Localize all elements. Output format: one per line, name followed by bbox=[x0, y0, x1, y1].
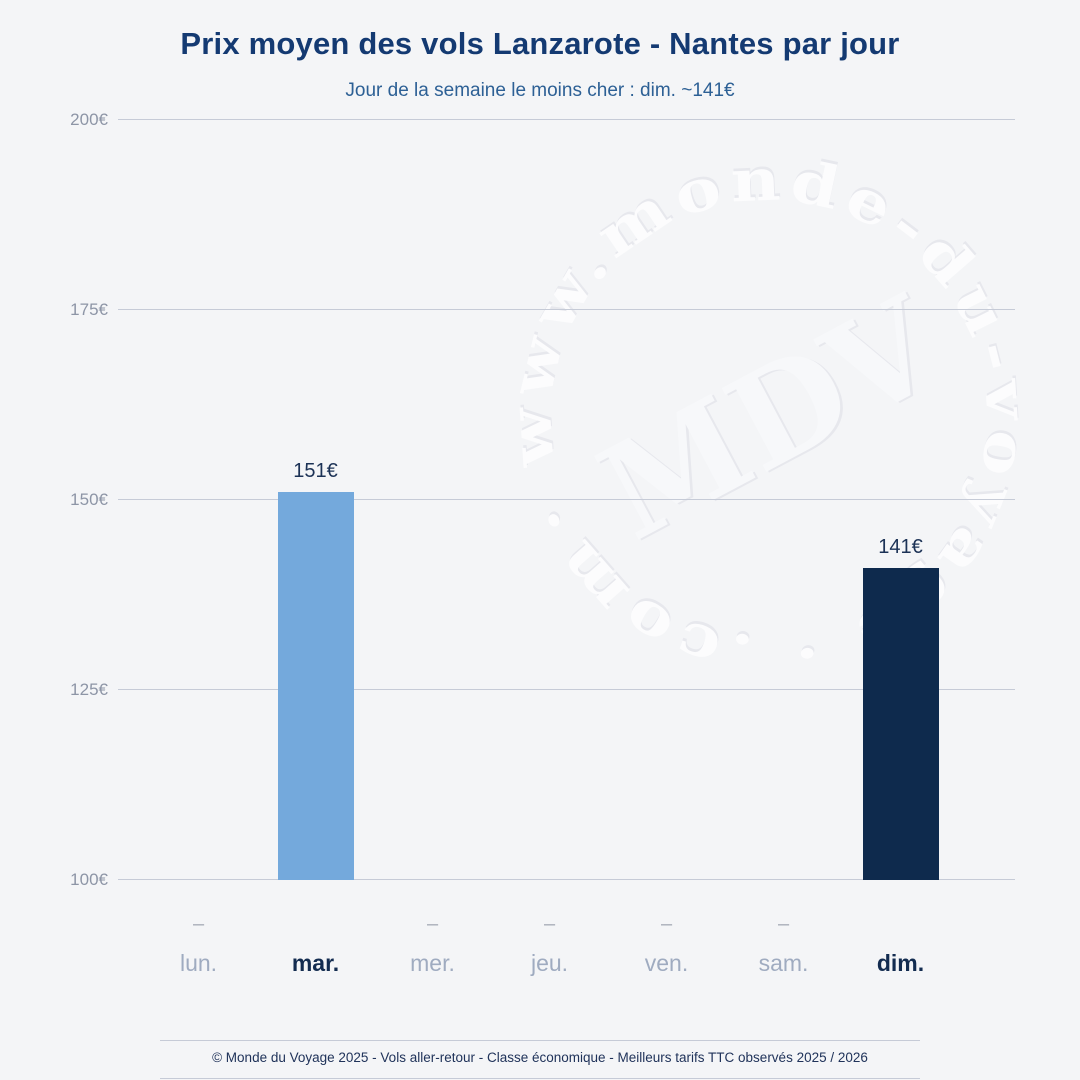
bar-column-ven bbox=[608, 120, 725, 880]
empty-marker: – bbox=[426, 913, 439, 935]
y-tick-label: 200€ bbox=[70, 110, 108, 129]
bar-column-jeu bbox=[491, 120, 608, 880]
chart-subtitle: Jour de la semaine le moins cher : dim. … bbox=[345, 80, 735, 101]
bar-column-sam bbox=[725, 120, 842, 880]
bar-column-mer bbox=[374, 120, 491, 880]
bar-mar bbox=[277, 492, 354, 880]
footer-divider-bottom bbox=[160, 1078, 920, 1079]
empty-marker: – bbox=[777, 913, 790, 935]
value-label-mar: 151€ bbox=[293, 460, 338, 483]
gridline bbox=[118, 499, 1015, 500]
empty-marker bbox=[257, 900, 374, 948]
footer-divider-top bbox=[160, 1040, 920, 1041]
footer-text: © Monde du Voyage 2025 - Vols aller-reto… bbox=[212, 1050, 868, 1065]
footer: © Monde du Voyage 2025 - Vols aller-reto… bbox=[0, 1040, 1080, 1080]
empty-marker: – bbox=[660, 913, 673, 935]
bar-column-mar: 151€ bbox=[257, 120, 374, 880]
x-tick-label-jeu: jeu. bbox=[530, 950, 569, 976]
plot-area: 100€ 125€ 150€ 175€ 200€ bbox=[70, 110, 1015, 889]
empty-marker: – bbox=[543, 913, 556, 935]
y-tick-label: 175€ bbox=[70, 300, 108, 319]
gridline bbox=[118, 119, 1015, 120]
x-slot-mar: mar. bbox=[257, 900, 374, 978]
x-tick-label-mer: mer. bbox=[410, 950, 455, 976]
bar-dim bbox=[862, 568, 939, 880]
y-tick-label: 125€ bbox=[70, 680, 108, 699]
x-slot-sam: – sam. bbox=[725, 900, 842, 978]
x-slot-dim: dim. bbox=[842, 900, 959, 978]
gridline bbox=[118, 879, 1015, 880]
gridline bbox=[118, 309, 1015, 310]
x-tick-label-sam: sam. bbox=[758, 950, 809, 976]
chart-title: Prix moyen des vols Lanzarote - Nantes p… bbox=[180, 26, 900, 61]
y-tick-label: 100€ bbox=[70, 870, 108, 889]
x-tick-label-ven: ven. bbox=[644, 950, 689, 976]
y-tick-label: 150€ bbox=[70, 490, 108, 509]
bar-column-lun bbox=[140, 120, 257, 880]
x-slot-ven: – ven. bbox=[608, 900, 725, 978]
x-slot-mer: – mer. bbox=[374, 900, 491, 978]
x-tick-label-mar: mar. bbox=[291, 950, 340, 976]
x-axis: – lun. mar. – mer. – jeu. – ven. – sam. dim. bbox=[140, 900, 959, 978]
bars-area: 151€ 141€ bbox=[140, 120, 959, 880]
x-tick-label-lun: lun. bbox=[179, 950, 218, 976]
x-slot-jeu: – jeu. bbox=[491, 900, 608, 978]
x-slot-lun: – lun. bbox=[140, 900, 257, 978]
value-label-dim: 141€ bbox=[878, 536, 923, 559]
empty-marker bbox=[842, 900, 959, 948]
x-tick-label-dim: dim. bbox=[876, 950, 925, 976]
bar-column-dim: 141€ bbox=[842, 120, 959, 880]
gridline bbox=[118, 689, 1015, 690]
empty-marker: – bbox=[192, 913, 205, 935]
